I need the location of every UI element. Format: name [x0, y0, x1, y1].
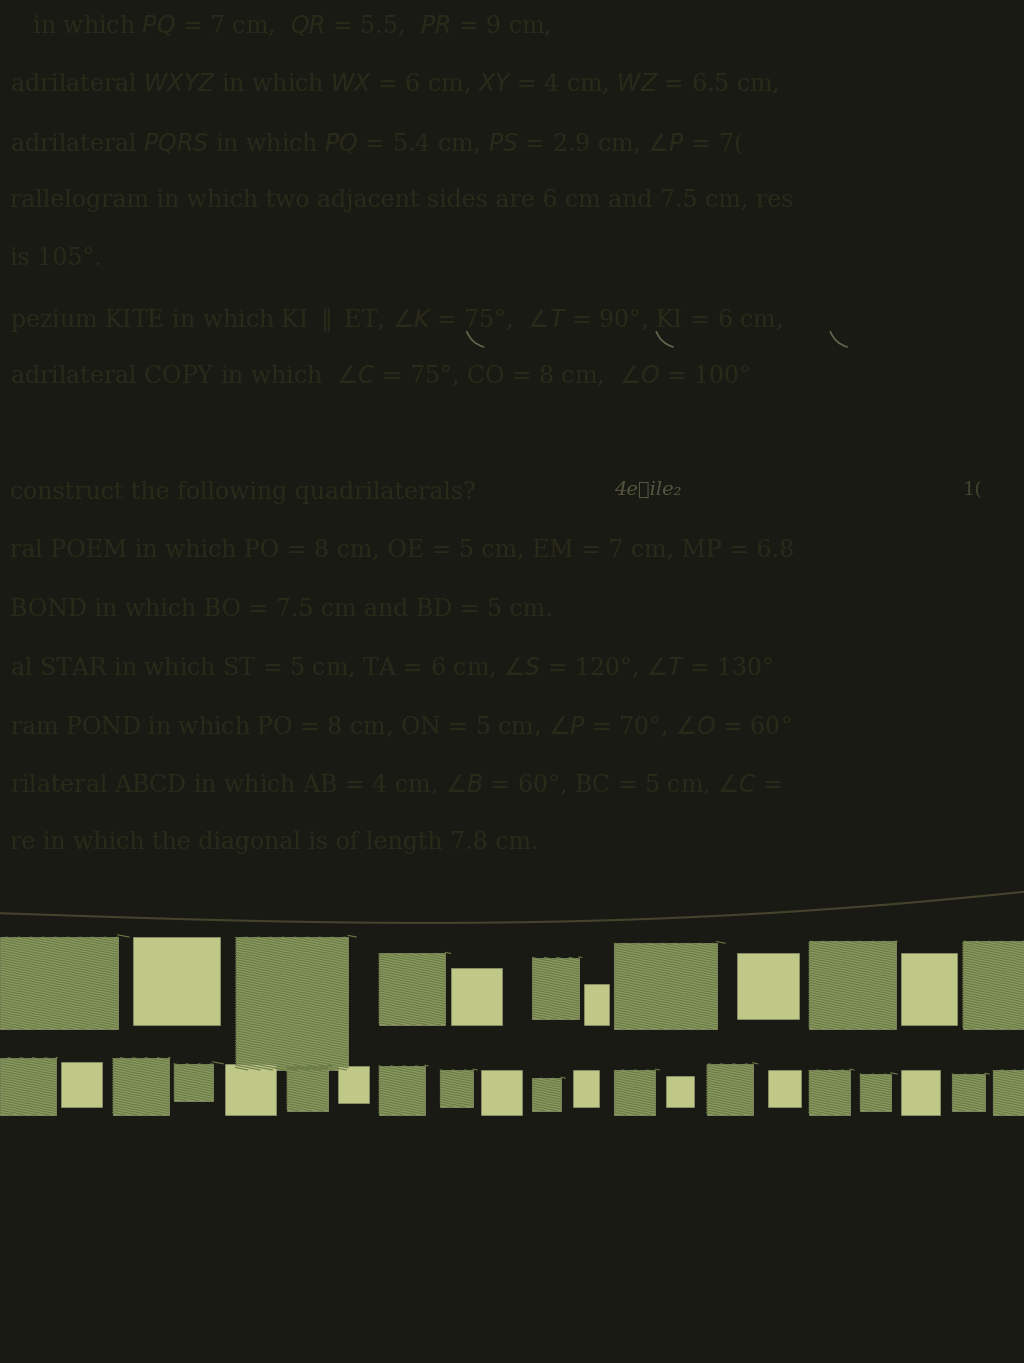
Bar [768, 1070, 801, 1107]
Bar [963, 940, 1024, 1029]
Bar [860, 1074, 891, 1111]
Bar [737, 954, 799, 1018]
Bar [287, 1066, 328, 1111]
Bar [225, 1063, 276, 1115]
Bar [614, 943, 717, 1029]
Bar [236, 938, 348, 1070]
Bar [993, 1070, 1024, 1115]
Bar [379, 954, 445, 1025]
Bar [0, 1058, 56, 1115]
Bar [901, 954, 957, 1025]
Text: adrilateral $\mathit{PQRS}$ in which $\mathit{PQ}$ = 5.4 cm, $\mathit{PS}$ = 2.9: adrilateral $\mathit{PQRS}$ in which $\m… [10, 131, 742, 157]
Text: re in which the diagonal is of length 7.8 cm.: re in which the diagonal is of length 7.… [10, 831, 539, 855]
Bar [174, 1063, 213, 1101]
Text: ral POEM in which PO = 8 cm, OE = 5 cm, EM = 7 cm, MP = 6.8: ral POEM in which PO = 8 cm, OE = 5 cm, … [10, 540, 795, 563]
Bar [809, 940, 896, 1029]
Text: pezium KITE in which KI $\parallel$ ET, $\angle K$ = 75°,  $\angle T$ = 90°, KI : pezium KITE in which KI $\parallel$ ET, … [10, 305, 782, 334]
Text: rallelogram in which two adjacent sides are 6 cm and 7.5 cm, res: rallelogram in which two adjacent sides … [10, 189, 794, 213]
Bar [338, 1066, 369, 1103]
Bar [133, 938, 220, 1025]
Bar [584, 984, 609, 1025]
Bar [901, 1070, 940, 1115]
Bar [614, 1070, 655, 1115]
Bar [573, 1070, 599, 1107]
Bar [809, 1070, 850, 1115]
Text: ram POND in which PO = 8 cm, ON = 5 cm, $\angle P$ = 70°, $\angle O$ = 60°: ram POND in which PO = 8 cm, ON = 5 cm, … [10, 714, 792, 739]
Text: 1(: 1( [963, 481, 983, 499]
Bar [61, 1062, 102, 1107]
Text: is 105°.: is 105°. [10, 248, 102, 270]
Bar [440, 1070, 473, 1107]
Text: construct the following quadrilaterals?: construct the following quadrilaterals? [10, 481, 476, 504]
Bar [451, 968, 502, 1025]
Bar [532, 1078, 561, 1111]
Bar [0, 938, 118, 1029]
Text: adrilateral COPY in which  $\angle C$ = 75°, CO = 8 cm,  $\angle O$ = 100°: adrilateral COPY in which $\angle C$ = 7… [10, 364, 751, 388]
Text: adrilateral $\mathit{WXYZ}$ in which $\mathit{WX}$ = 6 cm, $\mathit{XY}$ = 4 cm,: adrilateral $\mathit{WXYZ}$ in which $\m… [10, 72, 779, 97]
Text: rilateral ABCD in which AB = 4 cm, $\angle B$ = 60°, BC = 5 cm, $\angle C$ =: rilateral ABCD in which AB = 4 cm, $\ang… [10, 773, 782, 797]
Bar [666, 1077, 694, 1107]
Bar [113, 1058, 169, 1115]
Text: in which $\mathit{PQ}$ = 7 cm,  $\mathit{QR}$ = 5.5,  $\mathit{PR}$ = 9 cm,: in which $\mathit{PQ}$ = 7 cm, $\mathit{… [10, 14, 551, 38]
Bar [707, 1063, 753, 1115]
Text: al STAR in which ST = 5 cm, TA = 6 cm, $\angle S$ = 120°, $\angle T$ = 130°: al STAR in which ST = 5 cm, TA = 6 cm, $… [10, 656, 774, 680]
Bar [481, 1070, 522, 1115]
Bar [379, 1066, 425, 1115]
Text: BOND in which BO = 7.5 cm and BD = 5 cm.: BOND in which BO = 7.5 cm and BD = 5 cm. [10, 598, 553, 620]
Text: 4eℓile₂: 4eℓile₂ [614, 481, 682, 499]
Bar [952, 1074, 985, 1111]
Bar [532, 957, 579, 1018]
